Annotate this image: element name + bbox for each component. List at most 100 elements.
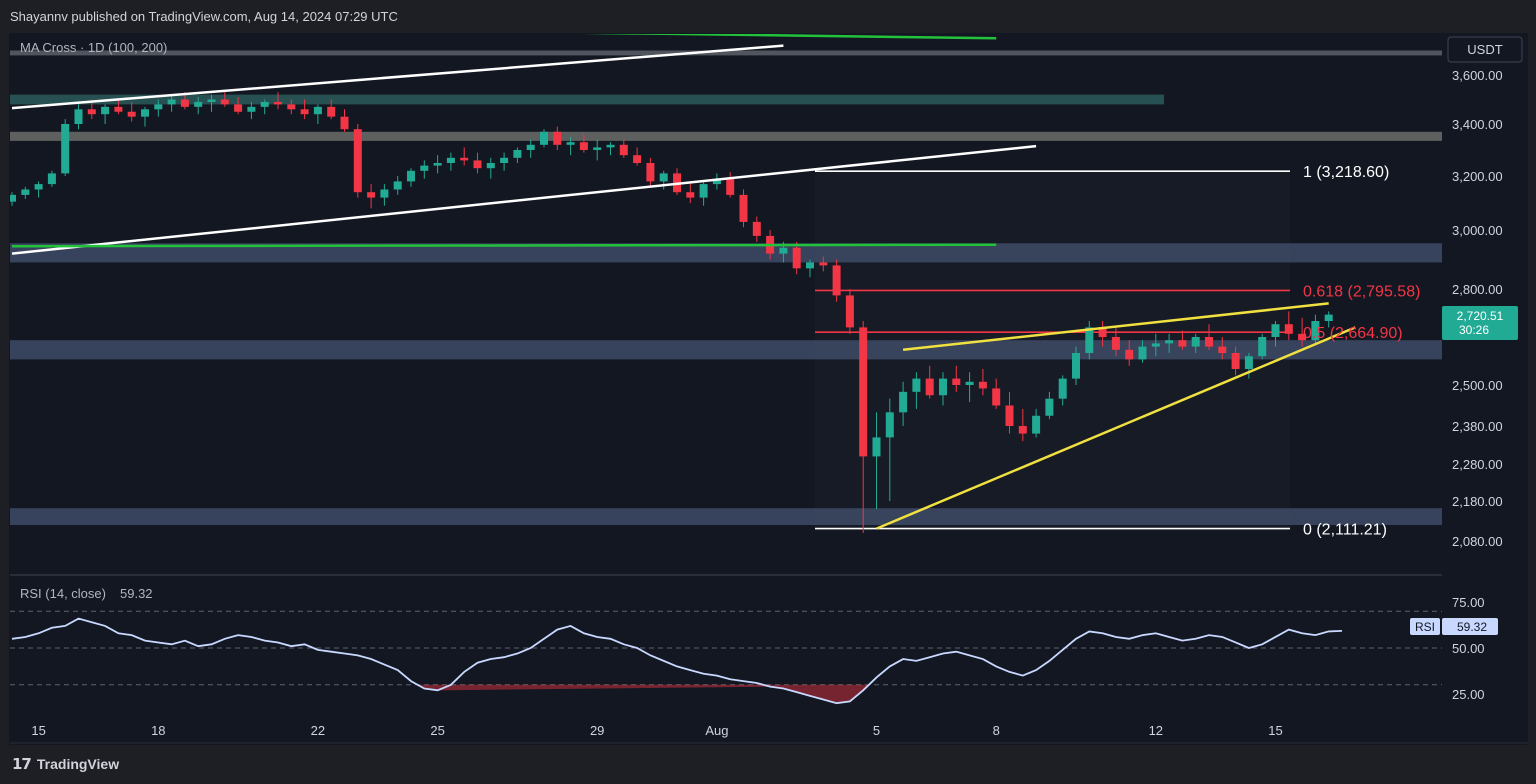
candle-up [806, 262, 814, 269]
price-tick-label: 2,180.00 [1452, 494, 1503, 509]
candle-up [912, 378, 921, 392]
supply-zone-teal [10, 94, 1164, 105]
candle-up [141, 109, 149, 117]
candle-up [1244, 356, 1253, 369]
rsi-value-tag-label: 59.32 [1457, 620, 1487, 634]
candle-down [274, 101, 282, 105]
candle-up [659, 173, 668, 182]
currency-label: USDT [1467, 42, 1502, 57]
candle-down [739, 194, 748, 222]
rsi-value-tag [1442, 618, 1498, 635]
candle-down [978, 381, 987, 389]
rsi-label: RSI (14, close) [20, 586, 106, 601]
price-tick-label: 3,600.00 [1452, 68, 1503, 83]
candle-down [353, 129, 362, 193]
candle-up [433, 163, 442, 166]
rising-wedge-upper-line [902, 302, 1329, 352]
fib-label-0.5: 0.5 (2,664.90) [1303, 325, 1403, 342]
candle-up [393, 181, 402, 190]
candle-down [1018, 426, 1027, 434]
candle-down [579, 142, 588, 150]
rsi-line [11, 617, 1343, 705]
ma-200-line [11, 243, 997, 248]
candle-up [593, 147, 602, 150]
candle-up [699, 184, 708, 198]
candle-down [1005, 405, 1014, 426]
price-ticks-layer: 3,600.00 3,400.00 3,200.00 3,000.00 2,800.00… [1452, 68, 1503, 549]
candle-down [633, 155, 642, 163]
candle-up [167, 99, 176, 105]
candle-up [606, 144, 615, 148]
candle-up [380, 189, 389, 198]
candle-up [1271, 324, 1280, 337]
candle-up [1045, 398, 1054, 416]
candle-down [819, 262, 828, 266]
candle-down [553, 131, 562, 145]
price-tick-label: 2,500.00 [1452, 378, 1503, 393]
price-tick-label: 3,400.00 [1452, 117, 1503, 132]
current-price-value: 2,720.51 [1457, 309, 1504, 323]
candle-up [47, 173, 56, 185]
price-tick-label: 3,200.00 [1452, 169, 1503, 184]
rsi-oversold-fill [417, 684, 870, 704]
candle-up [1138, 346, 1147, 360]
brand-name: TradingView [36, 756, 120, 772]
candle-down [726, 178, 735, 195]
candle-down [845, 295, 854, 328]
indicator-label: MA Cross · 1D (100, 200) [20, 40, 167, 55]
candle-up [74, 109, 83, 124]
demand-zone-blue [10, 508, 1442, 525]
candle-up [1165, 340, 1174, 344]
price-tick-label: 2,280.00 [1452, 457, 1503, 472]
rsi-tag [1410, 618, 1440, 635]
candle-down [287, 104, 296, 110]
time-tick-label: 18 [151, 723, 165, 738]
candle-down [180, 99, 189, 107]
fib-label-1: 1 (3,218.60) [1303, 164, 1389, 181]
candle-up [1072, 353, 1080, 379]
currency-button[interactable] [1447, 36, 1523, 63]
candle-up [1191, 337, 1200, 347]
candle-up [1058, 378, 1067, 399]
time-tick-label: 25 [430, 723, 444, 738]
trendlines-layer [11, 34, 1356, 530]
candle-down [1298, 333, 1307, 341]
current-price-countdown: 30:26 [1459, 323, 1489, 337]
candle-down [340, 116, 349, 130]
candle-up [1324, 314, 1333, 321]
candle-up [1151, 343, 1160, 347]
time-tick-label: 22 [311, 723, 325, 738]
candle-up [61, 124, 70, 174]
candle-down [300, 109, 309, 115]
candle-down [792, 247, 801, 269]
ma-100-line [584, 34, 997, 40]
price-tick-label: 2,800.00 [1452, 282, 1503, 297]
rsi-label-value: 59.32 [120, 586, 153, 601]
time-axis[interactable]: 15 18 22 25 29 Aug 5 8 12 15 [31, 723, 1282, 738]
rising-channel-lower-line [11, 144, 1037, 255]
zones-layer [10, 50, 1442, 525]
candle-down [832, 265, 841, 296]
candle-down [1231, 353, 1240, 369]
candle-up [1258, 337, 1267, 357]
time-tick-label: 12 [1149, 723, 1163, 738]
time-tick-label: 5 [873, 723, 880, 738]
candle-down [1098, 327, 1107, 337]
tradingview-logo-icon: 𝟭𝟳 [12, 756, 32, 773]
resistance-zone-blue [10, 243, 1442, 263]
candle-down [1178, 340, 1187, 347]
rsi-tick-label: 75.00 [1452, 595, 1485, 610]
candle-down [1218, 346, 1227, 353]
candle-up [194, 101, 203, 107]
candle-up [1032, 415, 1041, 434]
candles-layer [10, 92, 1333, 533]
candle-up [566, 142, 575, 145]
rsi-pane[interactable] [10, 577, 1442, 743]
rsi-tick-label: 25.00 [1452, 687, 1485, 702]
rsi-tag-label: RSI [1415, 620, 1435, 634]
candle-down [619, 144, 628, 156]
supply-zone-grey [10, 50, 1442, 56]
price-tick-label: 2,080.00 [1452, 534, 1503, 549]
candle-down [114, 106, 123, 112]
